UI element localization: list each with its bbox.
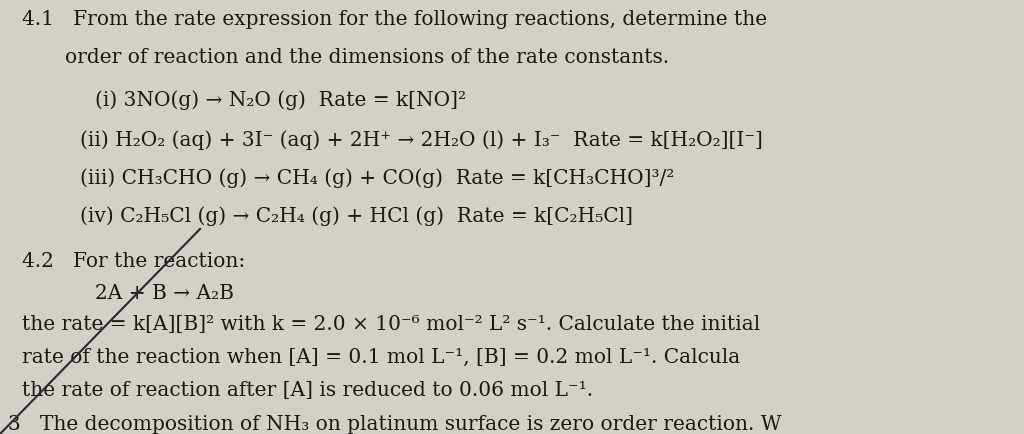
Text: (iv) C₂H₅Cl (g) → C₂H₄ (g) + HCl (g)  Rate = k[C₂H₅Cl]: (iv) C₂H₅Cl (g) → C₂H₄ (g) + HCl (g) Rat… — [80, 206, 633, 225]
Text: 4.2   For the reaction:: 4.2 For the reaction: — [22, 251, 246, 270]
Text: (i) 3NO(g) → N₂O (g)  Rate = k[NO]²: (i) 3NO(g) → N₂O (g) Rate = k[NO]² — [95, 90, 466, 109]
Text: order of reaction and the dimensions of the rate constants.: order of reaction and the dimensions of … — [65, 48, 669, 67]
Text: rate of the reaction when [A] = 0.1 mol L⁻¹, [B] = 0.2 mol L⁻¹. Calcula: rate of the reaction when [A] = 0.1 mol … — [22, 347, 740, 366]
Text: 2A + B → A₂B: 2A + B → A₂B — [95, 283, 234, 302]
Text: 3   The decomposition of NH₃ on platinum surface is zero order reaction. W: 3 The decomposition of NH₃ on platinum s… — [8, 414, 781, 433]
Text: the rate = k[A][B]² with k = 2.0 × 10⁻⁶ mol⁻² L² s⁻¹. Calculate the initial: the rate = k[A][B]² with k = 2.0 × 10⁻⁶ … — [22, 314, 760, 333]
Text: (ii) H₂O₂ (aq) + 3I⁻ (aq) + 2H⁺ → 2H₂O (l) + I₃⁻  Rate = k[H₂O₂][I⁻]: (ii) H₂O₂ (aq) + 3I⁻ (aq) + 2H⁺ → 2H₂O (… — [80, 130, 763, 149]
Text: (iii) CH₃CHO (g) → CH₄ (g) + CO(g)  Rate = k[CH₃CHO]³/²: (iii) CH₃CHO (g) → CH₄ (g) + CO(g) Rate … — [80, 168, 674, 187]
Text: 4.1   From the rate expression for the following reactions, determine the: 4.1 From the rate expression for the fol… — [22, 10, 767, 29]
Text: the rate of reaction after [A] is reduced to 0.06 mol L⁻¹.: the rate of reaction after [A] is reduce… — [22, 380, 593, 399]
